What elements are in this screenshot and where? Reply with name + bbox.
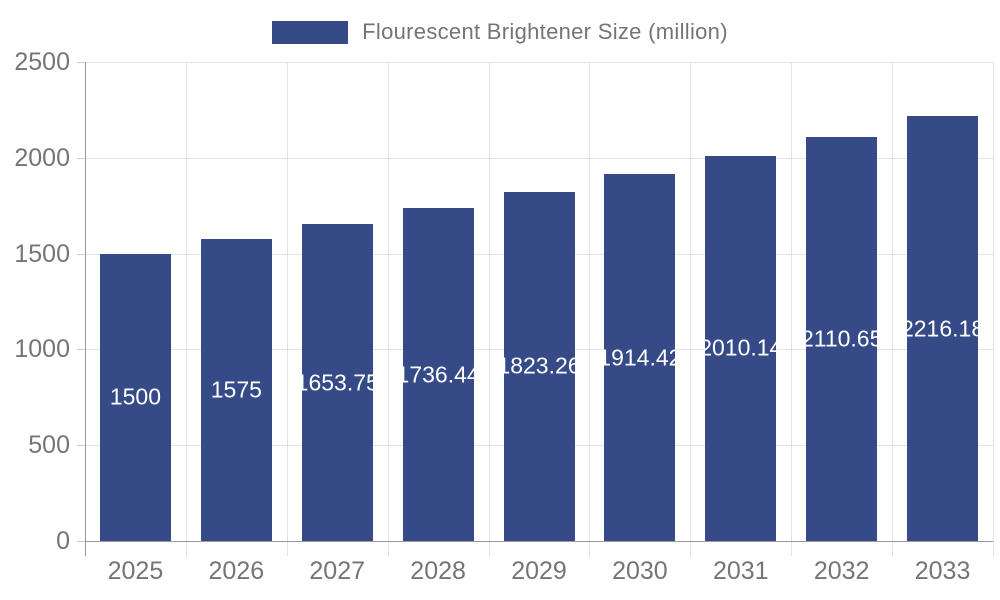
- x-axis-category-label: 2031: [712, 557, 769, 585]
- x-axis-line: [77, 541, 993, 542]
- x-axis-category-label: 2029: [511, 557, 567, 585]
- x-gridline: [488, 62, 490, 556]
- y-axis-tick-label: 1500: [14, 239, 70, 268]
- bar-2027[interactable]: [301, 224, 373, 541]
- y-tick-mark: [77, 62, 85, 63]
- x-axis-category-label: 2030: [612, 557, 668, 585]
- x-axis-category-label: 2028: [410, 557, 466, 585]
- x-gridline: [690, 62, 692, 556]
- y-tick-mark: [77, 541, 85, 542]
- bar-2029[interactable]: [503, 191, 575, 541]
- y-tick-mark: [77, 445, 85, 447]
- y-axis-tick-label: 500: [28, 431, 70, 460]
- x-gridline: [993, 62, 994, 556]
- y-axis-tick-label: 2000: [14, 143, 70, 172]
- x-axis-category-label: 2033: [914, 557, 971, 585]
- x-axis-category-label: 2032: [813, 557, 870, 585]
- bar-2032[interactable]: [806, 136, 878, 541]
- x-gridline: [589, 62, 591, 556]
- y-tick-mark: [77, 157, 85, 159]
- y-axis-tick-label: 1000: [14, 335, 70, 364]
- x-axis-category-label: 2027: [309, 557, 366, 585]
- bar-2026[interactable]: [200, 239, 272, 541]
- legend-swatch: [272, 20, 349, 44]
- legend-item[interactable]: Flourescent Brightener Size (million): [0, 12, 1000, 52]
- x-gridline: [892, 62, 894, 556]
- x-axis-category-label: 2026: [208, 557, 265, 585]
- bar-2028[interactable]: [402, 208, 474, 541]
- x-gridline: [286, 62, 288, 556]
- bar-2030[interactable]: [604, 174, 676, 541]
- bar-2033[interactable]: [907, 116, 979, 541]
- x-gridline: [791, 62, 793, 556]
- bar-2025[interactable]: [99, 253, 171, 541]
- y-axis-tick-label: 2500: [14, 48, 70, 76]
- legend-label: Flourescent Brightener Size (million): [362, 19, 728, 44]
- bar-2031[interactable]: [705, 155, 777, 541]
- y-axis-tick-label: 0: [56, 527, 70, 555]
- y-gridline: [85, 62, 993, 63]
- y-axis-line: [85, 62, 86, 556]
- x-gridline: [185, 62, 187, 556]
- x-axis-category-label: 2025: [107, 557, 164, 585]
- y-tick-mark: [77, 253, 85, 255]
- x-gridline: [387, 62, 389, 556]
- y-tick-mark: [77, 349, 85, 351]
